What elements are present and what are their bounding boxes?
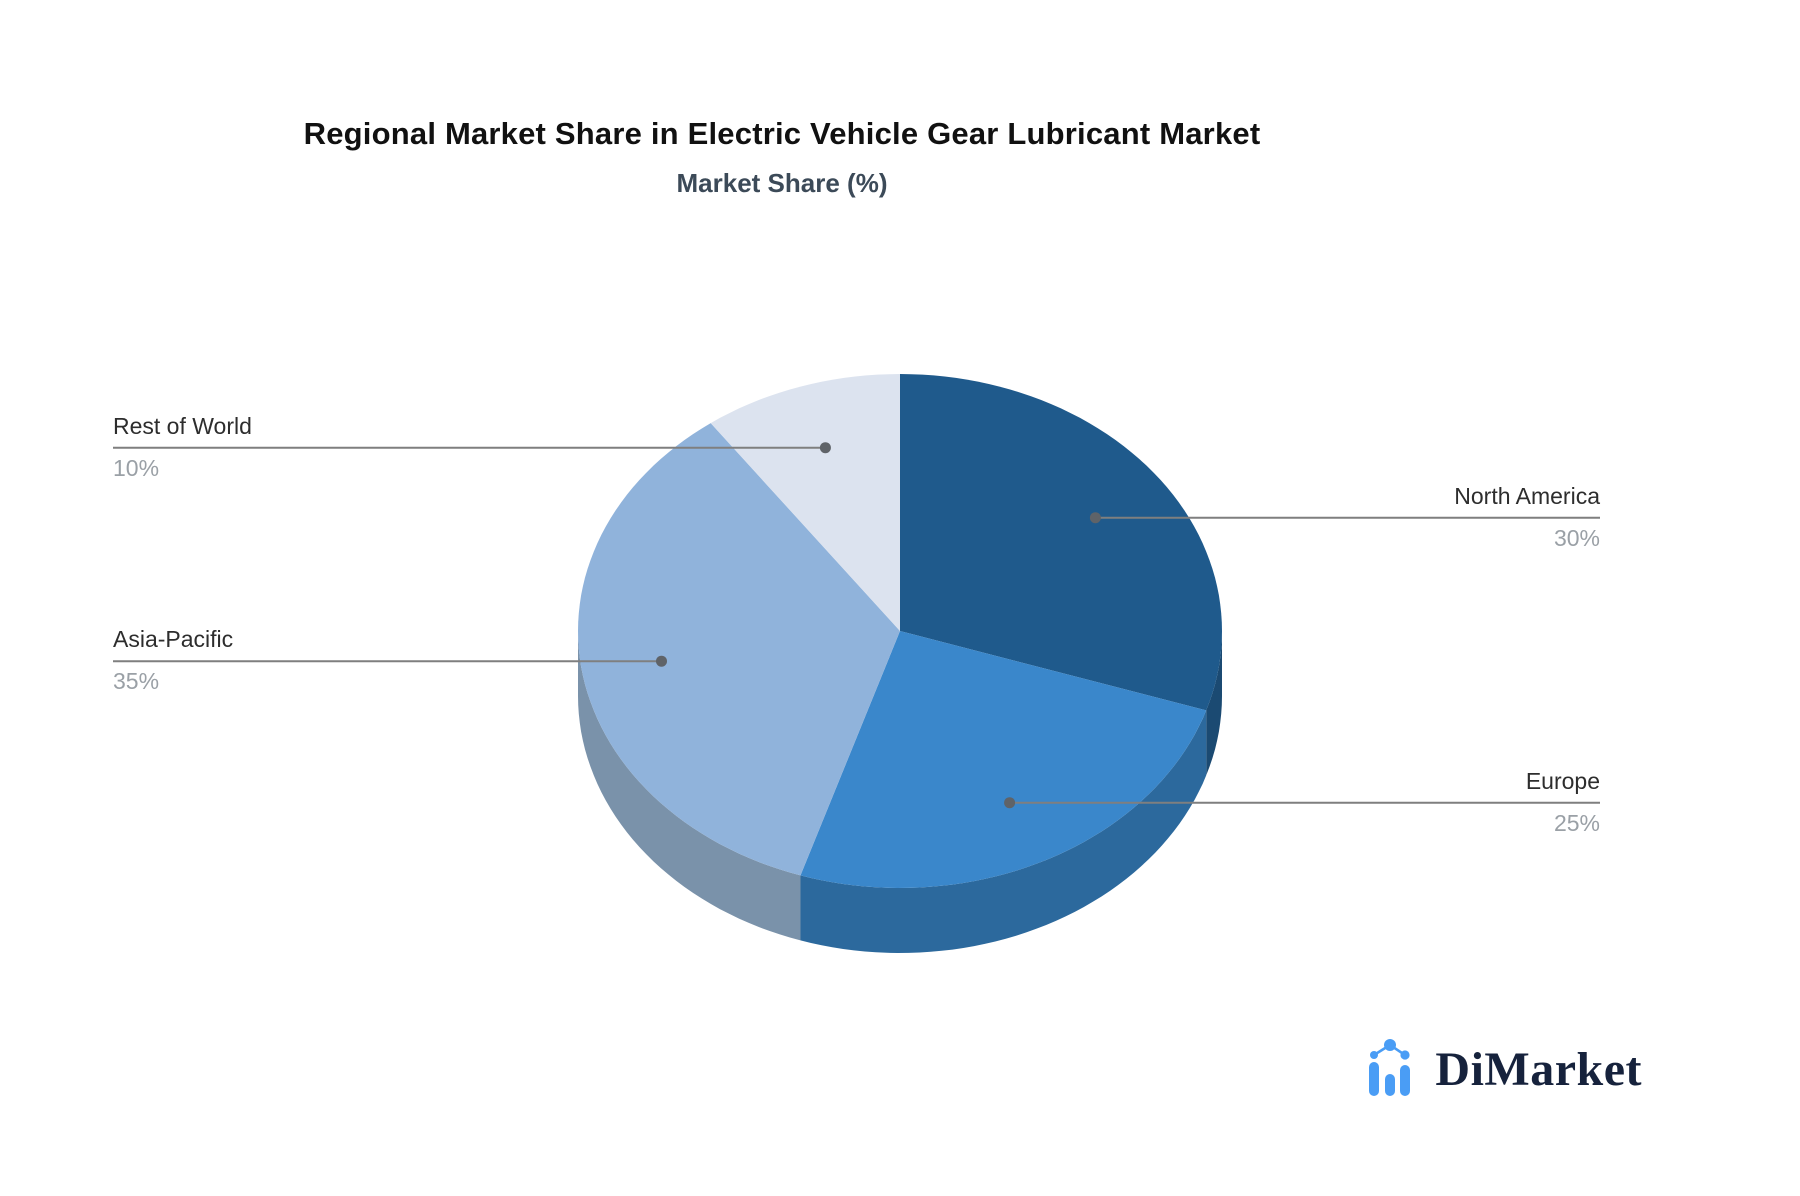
- logo-text: DiMarket: [1435, 1043, 1642, 1096]
- pie-slice-side-1: [800, 710, 1207, 953]
- slice-percent: 35%: [113, 668, 160, 695]
- slice-percent: 30%: [1553, 524, 1600, 551]
- pie-slice-top-1: [800, 631, 1207, 888]
- chart-title: Regional Market Share in Electric Vehicl…: [303, 116, 1261, 151]
- chart-subtitle: Market Share (%): [676, 168, 888, 198]
- slice-label: Europe: [1525, 767, 1600, 794]
- bar-chart-trend-icon: [1369, 1039, 1411, 1096]
- pie-slice-top-0: [900, 374, 1222, 711]
- callout-north-america: North America 30%: [1170, 482, 1600, 553]
- pie-slice-top-3: [710, 374, 900, 631]
- leader-dot-2: [656, 655, 667, 667]
- callout-europe: Europe 25%: [1170, 767, 1600, 838]
- slice-percent: 25%: [1553, 809, 1600, 836]
- callout-rest-of-world: Rest of World 10%: [113, 412, 543, 483]
- leader-dot-3: [819, 442, 831, 454]
- leader-dot-1: [1004, 797, 1016, 809]
- slice-percent: 10%: [113, 454, 160, 481]
- pie-slice-side-2: [578, 631, 801, 941]
- pie-slice-side-0: [1206, 631, 1222, 776]
- slice-label: North America: [1454, 482, 1600, 509]
- callout-asia-pacific: Asia-Pacific 35%: [113, 625, 543, 696]
- slice-label: Asia-Pacific: [113, 626, 234, 653]
- pie-slice-top-2: [578, 423, 900, 876]
- slice-label: Rest of World: [113, 412, 252, 439]
- leader-dot-0: [1089, 512, 1101, 524]
- dimarket-logo: DiMarket: [1363, 1038, 1642, 1096]
